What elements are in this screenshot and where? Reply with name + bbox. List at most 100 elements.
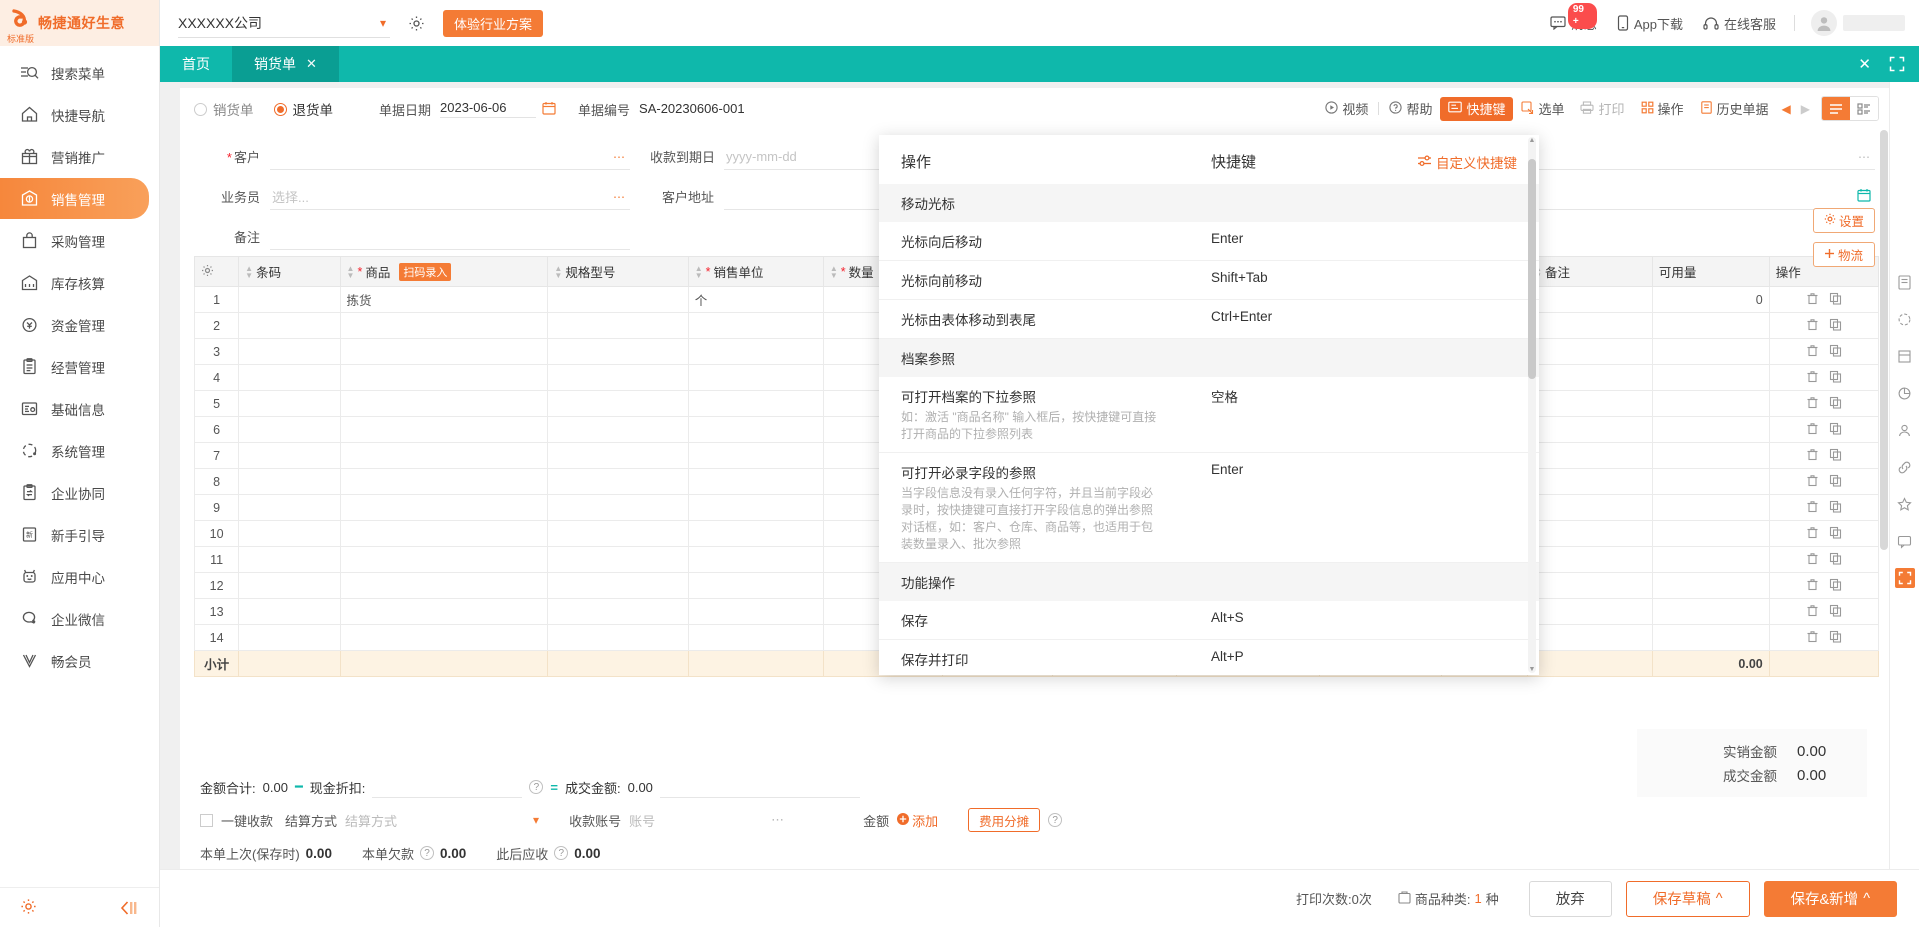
rail-chart-icon[interactable] bbox=[1895, 383, 1915, 403]
copy-row-icon[interactable] bbox=[1829, 604, 1842, 620]
document-scrollbar[interactable] bbox=[1880, 130, 1888, 809]
cell-barcode[interactable] bbox=[238, 494, 341, 521]
customer-more-icon[interactable]: ⋯ bbox=[613, 149, 626, 164]
cell-actions[interactable] bbox=[1768, 390, 1879, 417]
cell-barcode[interactable] bbox=[238, 624, 341, 651]
salesman-more-icon[interactable]: ⋯ bbox=[613, 189, 626, 204]
sidebar-item-marketing[interactable]: 营销推广 bbox=[0, 136, 159, 177]
shortcut-key-button[interactable]: 快捷键 bbox=[1440, 96, 1514, 121]
cell-note[interactable] bbox=[1527, 364, 1653, 391]
gear-icon[interactable] bbox=[20, 898, 37, 918]
sort-icon[interactable]: ▲▼ bbox=[829, 263, 838, 280]
pick-order-button[interactable]: 选单 bbox=[1513, 97, 1572, 121]
scan-entry-tag[interactable]: 扫码录入 bbox=[399, 262, 452, 281]
cell-product[interactable] bbox=[339, 572, 549, 599]
sort-icon[interactable]: ▲▼ bbox=[346, 263, 355, 280]
cell-actions[interactable] bbox=[1768, 520, 1879, 547]
delete-row-icon[interactable] bbox=[1806, 292, 1819, 308]
cell-unit[interactable] bbox=[687, 312, 824, 339]
cell-spec[interactable] bbox=[547, 520, 689, 547]
sort-icon[interactable]: ▲▼ bbox=[554, 263, 563, 280]
cell-spec[interactable] bbox=[547, 442, 689, 469]
cell-available[interactable] bbox=[1651, 442, 1770, 469]
shortcut-row[interactable]: 可打开必录字段的参照 当字段信息没有录入任何字符，并且当前字段必录时，按快捷键可直… bbox=[879, 453, 1539, 563]
cell-unit[interactable] bbox=[687, 624, 824, 651]
copy-row-icon[interactable] bbox=[1829, 292, 1842, 308]
account-more-icon[interactable]: ⋯ bbox=[771, 812, 786, 827]
sidebar-item-app-center[interactable]: 应用中心 bbox=[0, 556, 159, 597]
chevron-down-icon[interactable]: ▾ bbox=[533, 813, 540, 827]
cell-product[interactable]: 拣货 bbox=[339, 286, 549, 313]
cell-spec[interactable] bbox=[547, 338, 689, 365]
cell-barcode[interactable] bbox=[238, 546, 341, 573]
settlement-select[interactable] bbox=[405, 809, 525, 831]
copy-row-icon[interactable] bbox=[1829, 578, 1842, 594]
copy-row-icon[interactable] bbox=[1829, 474, 1842, 490]
cell-product[interactable] bbox=[339, 338, 549, 365]
sidebar-item-vip[interactable]: 畅会员 bbox=[0, 640, 159, 681]
notes-input[interactable] bbox=[270, 224, 630, 250]
copy-row-icon[interactable] bbox=[1829, 500, 1842, 516]
modal-scrollbar-thumb[interactable] bbox=[1528, 159, 1536, 379]
history-button[interactable]: 历史单据 bbox=[1692, 97, 1777, 121]
cell-available[interactable] bbox=[1651, 416, 1770, 443]
help-button[interactable]: 帮助 bbox=[1381, 97, 1440, 121]
row-number[interactable]: 3 bbox=[194, 338, 240, 365]
cell-available[interactable] bbox=[1651, 338, 1770, 365]
cell-actions[interactable] bbox=[1768, 468, 1879, 495]
tab-sales-order[interactable]: 销货单 ✕ bbox=[232, 46, 339, 82]
shortcut-row[interactable]: 保存并打印 Alt+P bbox=[879, 640, 1539, 675]
deal-amount-input[interactable] bbox=[659, 776, 860, 798]
cell-actions[interactable] bbox=[1768, 494, 1879, 521]
column-header-商品[interactable]: ▲ ▼ * 商品 扫码录入 bbox=[339, 256, 549, 287]
close-icon[interactable]: ✕ bbox=[306, 56, 317, 71]
column-header-settings[interactable] bbox=[194, 256, 240, 287]
rail-star-icon[interactable] bbox=[1895, 494, 1915, 514]
rail-box-icon[interactable] bbox=[1895, 346, 1915, 366]
modal-scrollbar[interactable]: ▲ ▼ bbox=[1528, 137, 1536, 673]
cell-product[interactable] bbox=[339, 546, 549, 573]
discard-button[interactable]: 放弃 bbox=[1528, 880, 1612, 917]
save-and-new-button[interactable]: 保存&新增 ^ bbox=[1763, 880, 1897, 917]
cell-available[interactable] bbox=[1651, 468, 1770, 495]
cell-spec[interactable] bbox=[547, 624, 689, 651]
scroll-up-icon[interactable]: ▲ bbox=[1528, 137, 1536, 144]
scroll-down-icon[interactable]: ▼ bbox=[1528, 666, 1536, 673]
cell-available[interactable] bbox=[1651, 390, 1770, 417]
cell-note[interactable] bbox=[1527, 390, 1653, 417]
avatar[interactable] bbox=[1811, 10, 1837, 36]
list-view-button[interactable] bbox=[1822, 97, 1850, 120]
sidebar-item-wecom[interactable]: 企业微信 bbox=[0, 598, 159, 639]
shortcut-row[interactable]: 光标向后移动 Enter bbox=[879, 222, 1539, 261]
sidebar-item-purchase[interactable]: 采购管理 bbox=[0, 220, 159, 261]
cell-spec[interactable] bbox=[547, 572, 689, 599]
cell-note[interactable] bbox=[1527, 312, 1653, 339]
column-header-销售单位[interactable]: ▲ ▼ * 销售单位 bbox=[687, 256, 824, 287]
next-document-button[interactable]: ▶ bbox=[1800, 101, 1810, 116]
sidebar-item-collaboration[interactable]: 企业协同 bbox=[0, 472, 159, 513]
cell-note[interactable] bbox=[1527, 494, 1653, 521]
cell-product[interactable] bbox=[339, 624, 549, 651]
sort-icon[interactable]: ▲▼ bbox=[245, 263, 254, 280]
address-input[interactable] bbox=[724, 184, 1020, 210]
cell-actions[interactable] bbox=[1768, 416, 1879, 443]
cell-actions[interactable] bbox=[1768, 364, 1879, 391]
trial-industry-plan-button[interactable]: 体验行业方案 bbox=[443, 9, 544, 37]
sort-icon[interactable]: ▲▼ bbox=[694, 263, 703, 280]
rail-refresh-icon[interactable] bbox=[1895, 309, 1915, 329]
copy-row-icon[interactable] bbox=[1829, 630, 1842, 646]
print-button[interactable]: 打印 bbox=[1572, 97, 1632, 121]
cell-note[interactable] bbox=[1527, 520, 1653, 547]
rail-link-icon[interactable] bbox=[1895, 457, 1915, 477]
copy-row-icon[interactable] bbox=[1829, 552, 1842, 568]
row-number[interactable]: 1 bbox=[194, 286, 240, 313]
fullscreen-icon[interactable] bbox=[1889, 56, 1905, 72]
shortcut-row[interactable]: 光标由表体移动到表尾 Ctrl+Enter bbox=[879, 300, 1539, 339]
cell-unit[interactable] bbox=[687, 598, 824, 625]
copy-row-icon[interactable] bbox=[1829, 318, 1842, 334]
delete-row-icon[interactable] bbox=[1806, 552, 1819, 568]
delete-row-icon[interactable] bbox=[1806, 422, 1819, 438]
delete-row-icon[interactable] bbox=[1806, 370, 1819, 386]
cell-actions[interactable] bbox=[1768, 624, 1879, 651]
copy-row-icon[interactable] bbox=[1829, 344, 1842, 360]
